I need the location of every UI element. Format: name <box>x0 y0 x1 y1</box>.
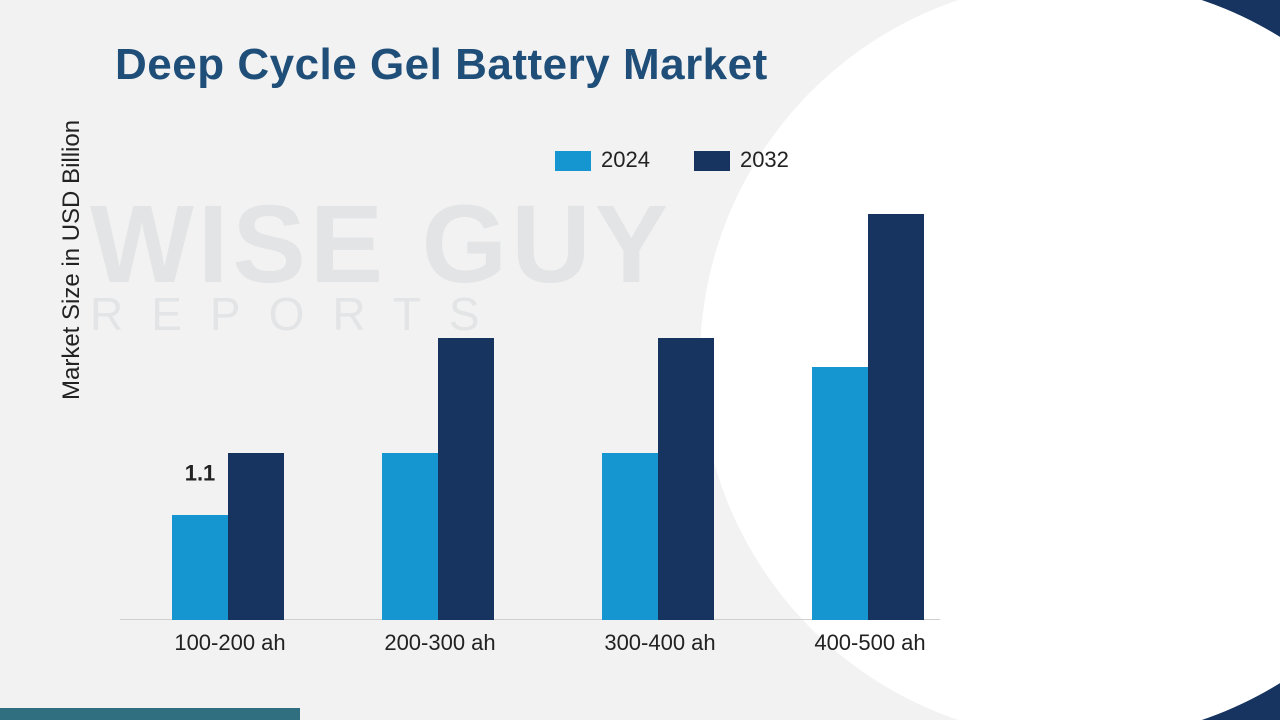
brand-logo: WISE GUY REPORTS <box>1101 28 1250 75</box>
bar-2024 <box>812 367 868 620</box>
bar-chart: 100-200 ah200-300 ah300-400 ah400-500 ah… <box>120 190 940 620</box>
bar-2032 <box>868 214 924 620</box>
x-tick-label: 400-500 ah <box>800 620 940 656</box>
value-label: 1.1 <box>185 460 216 486</box>
legend: 2024 2032 <box>555 147 789 173</box>
bar-2032 <box>658 338 714 620</box>
bar-2032 <box>228 453 284 620</box>
bar-2024 <box>602 453 658 620</box>
chart-title: Deep Cycle Gel Battery Market <box>115 40 768 90</box>
brand-line2: REPORTS <box>1101 58 1250 75</box>
legend-item-2024: 2024 <box>555 147 650 173</box>
legend-swatch-2024 <box>555 151 591 171</box>
bar-2032 <box>438 338 494 620</box>
brand-line1: WISE GUY <box>1101 28 1250 60</box>
legend-item-2032: 2032 <box>694 147 789 173</box>
legend-swatch-2032 <box>694 151 730 171</box>
x-tick-label: 300-400 ah <box>590 620 730 656</box>
footer-accent-bar <box>0 708 300 720</box>
bar-2024 <box>172 515 228 620</box>
y-axis-label: Market Size in USD Billion <box>58 120 86 400</box>
x-tick-label: 200-300 ah <box>370 620 510 656</box>
x-tick-label: 100-200 ah <box>160 620 300 656</box>
infographic-stage: Deep Cycle Gel Battery Market WISE GUY R… <box>0 0 1280 720</box>
bar-2024 <box>382 453 438 620</box>
